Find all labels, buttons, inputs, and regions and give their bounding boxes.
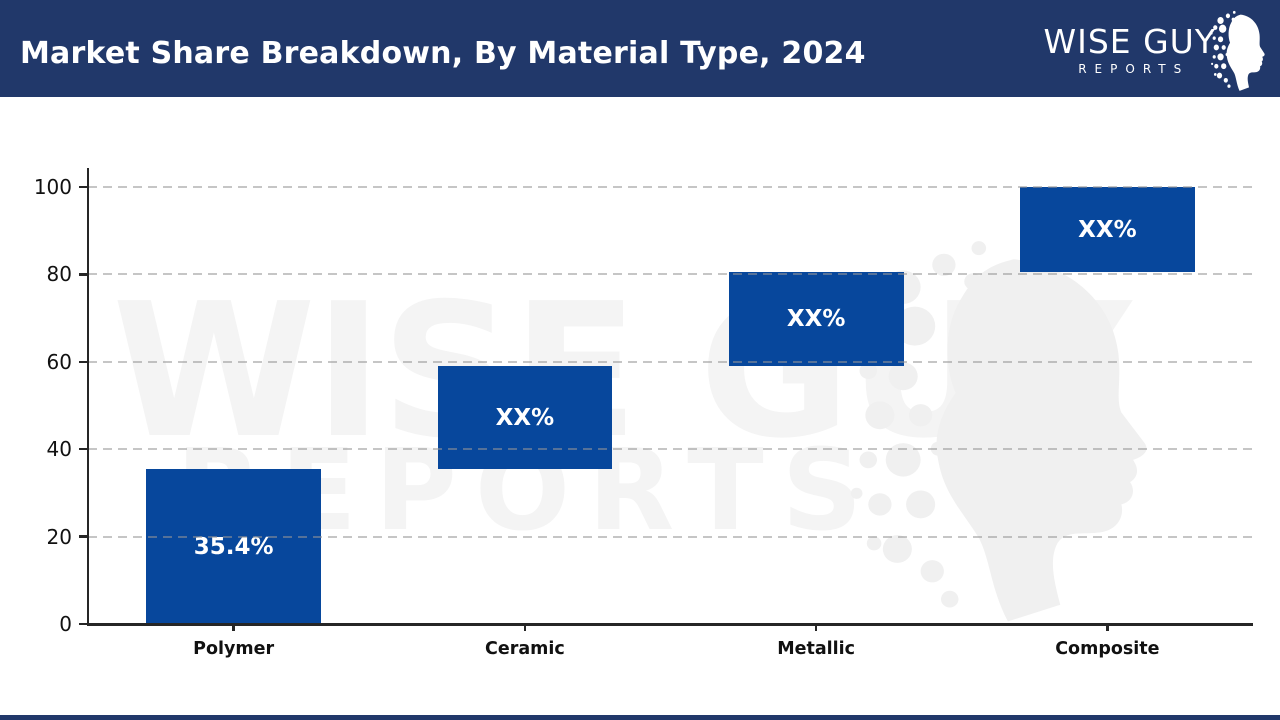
footer-bar <box>0 715 1280 720</box>
x-tick-mark <box>232 624 235 631</box>
y-tick-mark <box>79 273 87 276</box>
y-tick-label: 0 <box>59 612 72 636</box>
logo-subtext: REPORTS <box>1078 62 1190 76</box>
waterfall-bar-ceramic: XX% <box>437 365 613 470</box>
waterfall-bar-composite: XX% <box>1020 187 1195 273</box>
bar-value-label: XX% <box>1078 216 1137 243</box>
y-tick-label: 40 <box>46 437 72 462</box>
gridline-60 <box>88 360 1253 363</box>
logo-wordmark: WISE GUY <box>1043 22 1216 61</box>
waterfall-bar-polymer: 35.4% <box>146 469 321 624</box>
gridline-80 <box>88 273 1253 276</box>
brand-logo-text: WISE GUY REPORTS <box>1043 25 1216 76</box>
header-bar: Market Share Breakdown, By Material Type… <box>0 0 1280 97</box>
brand-logo: WISE GUY REPORTS <box>1043 10 1268 92</box>
gridline-100 <box>88 186 1253 188</box>
page-title: Market Share Breakdown, By Material Type… <box>20 36 866 71</box>
y-tick-mark <box>79 448 87 451</box>
x-axis-label-composite: Composite <box>1055 639 1160 659</box>
x-axis-label-polymer: Polymer <box>193 639 275 659</box>
y-tick-label: 80 <box>46 262 72 287</box>
y-axis-line <box>86 168 89 626</box>
bar-value-label: XX% <box>786 305 846 332</box>
gridline-20 <box>88 535 1253 538</box>
y-tick-mark <box>79 622 87 626</box>
gridline-40 <box>88 448 1253 451</box>
y-tick-label: 100 <box>33 175 72 199</box>
waterfall-plot: 35.4% Polymer XX% Ceramic XX% Metallic XX% Comp… <box>0 97 1280 715</box>
waterfall-bar-metallic: XX% <box>728 272 904 366</box>
y-tick-mark <box>79 185 87 189</box>
y-tick-label: 20 <box>46 524 72 549</box>
bar-value-label: 35.4% <box>193 533 274 560</box>
y-tick-mark <box>79 360 87 363</box>
face-profile-dots-icon <box>1210 10 1265 91</box>
y-tick-mark <box>79 535 87 538</box>
x-tick-mark <box>523 624 527 631</box>
x-axis-line <box>86 623 1253 626</box>
x-axis-label-metallic: Metallic <box>777 639 856 659</box>
bar-value-label: XX% <box>495 404 555 431</box>
x-tick-mark <box>1106 624 1109 631</box>
y-tick-label: 60 <box>46 349 72 374</box>
chart-area: WISE GUY REPORTS 35.4% Polymer XX% Ceramic X… <box>0 97 1280 715</box>
x-tick-mark <box>814 624 818 631</box>
x-axis-label-ceramic: Ceramic <box>484 639 565 659</box>
